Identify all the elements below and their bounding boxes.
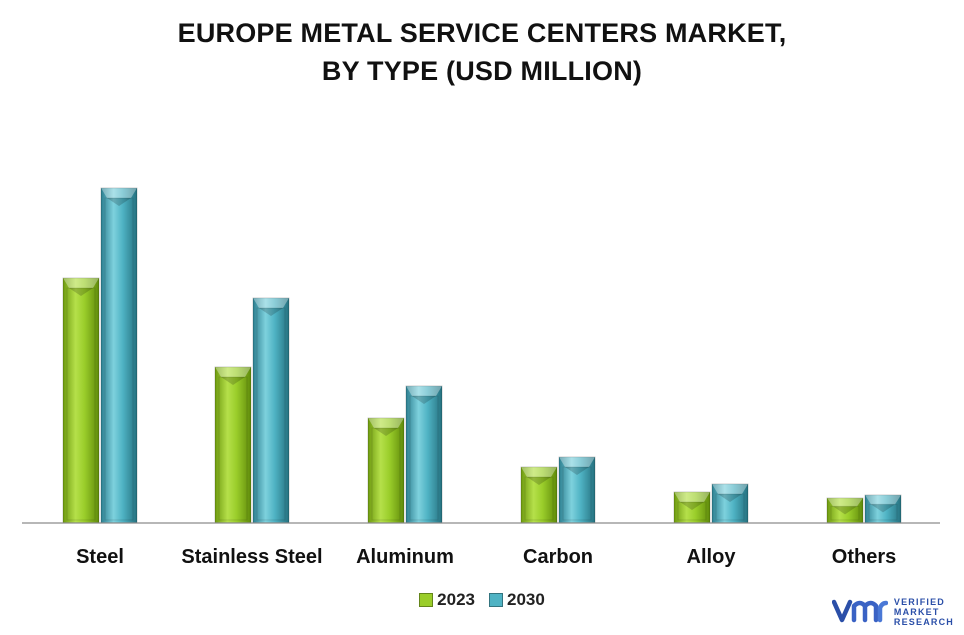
chart-title-line-1: EUROPE METAL SERVICE CENTERS MARKET, <box>177 18 787 48</box>
chart-title-line-2: BY TYPE (USD MILLION) <box>321 56 643 86</box>
legend: 2023 2030 <box>0 590 964 610</box>
category-label-others: Others <box>832 546 896 568</box>
legend-item-2023: 2023 <box>419 590 475 610</box>
legend-label-2030: 2030 <box>507 590 545 609</box>
category-labels: Steel Stainless Steel Aluminum Carbon Alloy O… <box>76 546 896 568</box>
bar-aluminum-2023 <box>367 417 405 524</box>
bar-carbon-2023 <box>520 466 558 524</box>
legend-label-2023: 2023 <box>437 590 475 609</box>
logo-line-3: RESEARCH <box>893 617 954 627</box>
bar-others-2023 <box>826 497 864 524</box>
category-label-alloy: Alloy <box>687 546 737 568</box>
bar-steel-2030 <box>100 187 138 524</box>
bar-others-2030 <box>864 494 902 524</box>
vmr-logo-mark-icon <box>831 599 888 623</box>
bar-alloy-2030 <box>711 483 749 524</box>
bars-group <box>62 187 902 524</box>
logo-line-2: MARKET <box>893 607 940 617</box>
category-label-carbon: Carbon <box>523 546 593 568</box>
bar-carbon-2030 <box>558 456 596 524</box>
chart-title: EUROPE METAL SERVICE CENTERS MARKET, BY … <box>0 14 964 90</box>
bar-stainless-steel-2030 <box>252 297 290 524</box>
logo-line-1: VERIFIED <box>893 597 945 607</box>
vmr-logo: VERIFIED MARKET RESEARCH <box>831 597 954 627</box>
legend-swatch-2023 <box>419 593 434 607</box>
category-label-aluminum: Aluminum <box>356 546 454 568</box>
vmr-logo-text: VERIFIED MARKET RESEARCH <box>894 597 954 627</box>
legend-swatch-2030 <box>489 593 503 607</box>
legend-item-2030: 2030 <box>489 590 545 610</box>
bar-aluminum-2030 <box>405 385 443 524</box>
category-label-stainless-steel: Stainless Steel <box>181 546 322 568</box>
bar-stainless-steel-2023 <box>214 366 252 524</box>
bar-steel-2023 <box>62 277 100 524</box>
bar-alloy-2023 <box>673 491 711 524</box>
category-label-steel: Steel <box>76 546 124 568</box>
